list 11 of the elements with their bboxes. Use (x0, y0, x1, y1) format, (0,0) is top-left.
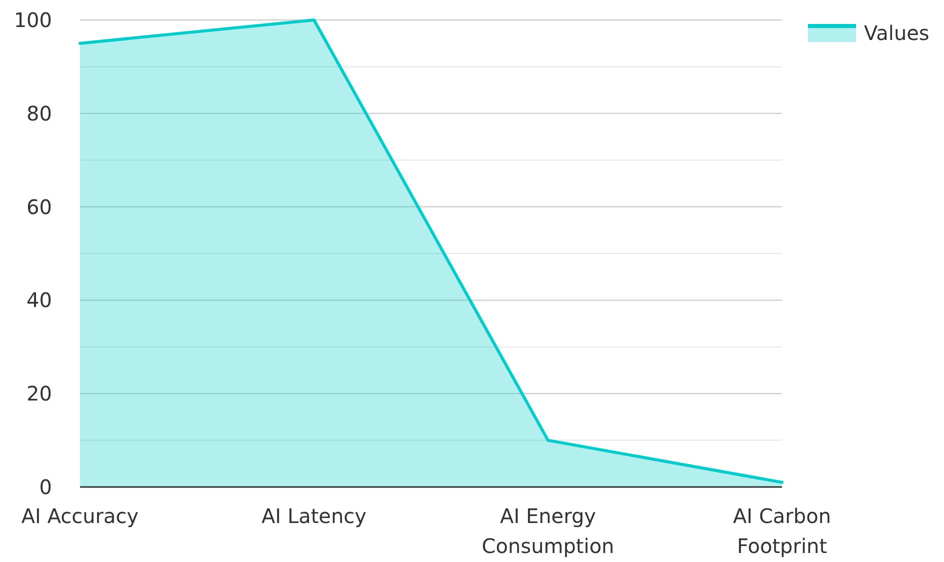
x-tick-label: AI Energy Consumption (482, 504, 614, 558)
x-tick-label: AI Carbon Footprint (733, 504, 831, 558)
y-tick-label: 60 (26, 194, 52, 219)
y-tick-label: 40 (26, 288, 52, 312)
y-tick-label: 0 (39, 475, 52, 499)
y-tick-label: 80 (26, 101, 52, 126)
x-tick-label: AI Accuracy (21, 504, 139, 528)
y-tick-label: 100 (14, 8, 52, 32)
legend-label: Values (864, 21, 930, 45)
x-tick-label: AI Latency (262, 504, 367, 528)
y-tick-label: 20 (26, 382, 52, 406)
